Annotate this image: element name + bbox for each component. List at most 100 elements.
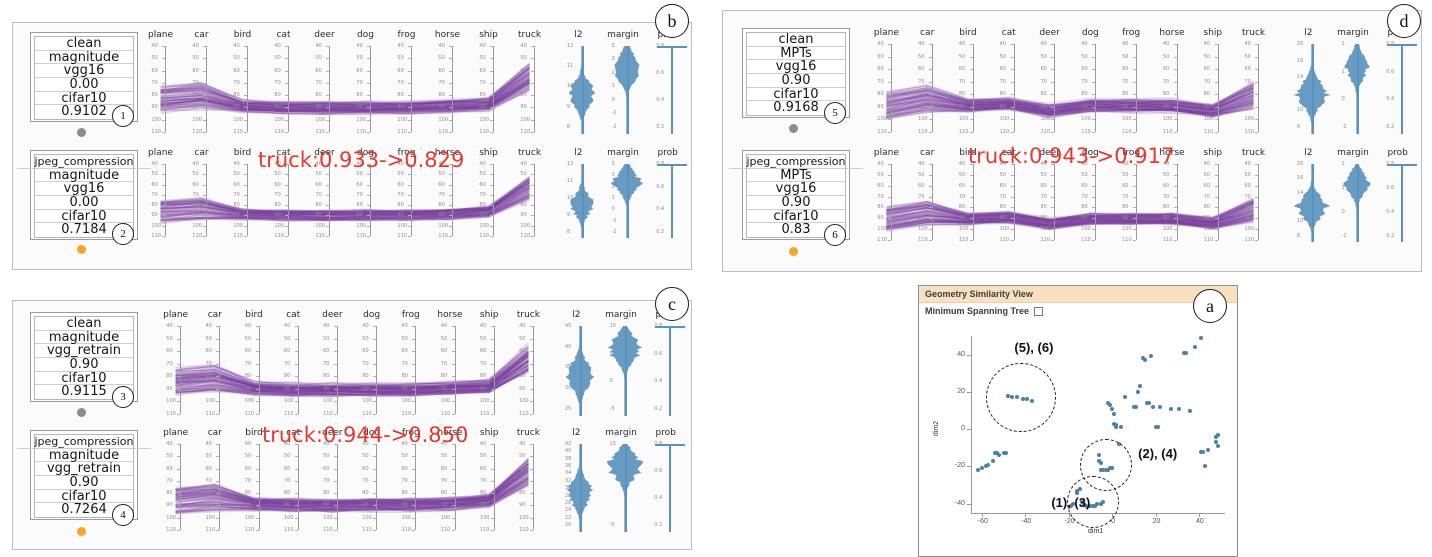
info-card[interactable]: jpeg_compression MPTs vgg16 0.90 cifar10 0.83 xyxy=(729,150,863,240)
stat-axis-margin[interactable]: margin 15 -5 xyxy=(599,428,644,538)
stat-axis-margin[interactable]: margin 2 1 0 -1 xyxy=(1331,28,1376,140)
scatter-point[interactable] xyxy=(986,462,991,467)
parallel-coordinates-plot[interactable]: plane 40 50 60 70 80 90 100 110 car 40 50 60 70 80 90 10… xyxy=(866,148,1274,248)
pcp-axis-ship[interactable]: ship 40 50 60 70 80 90 100 110 xyxy=(470,428,509,538)
pcp-axis-truck[interactable]: truck 40 50 60 70 80 90 100 110 xyxy=(1233,148,1274,248)
info-card[interactable]: clean magnitude vgg16 0.00 cifar10 0.9102 xyxy=(30,32,138,122)
pcp-axis-frog[interactable]: frog 40 50 60 70 80 90 100 110 xyxy=(1111,28,1152,140)
pcp-axis-dog[interactable]: dog 40 50 60 70 80 90 100 110 xyxy=(345,148,386,244)
minimum-spanning-tree-control[interactable]: Minimum Spanning Tree xyxy=(919,303,1237,318)
parallel-coordinates-plot[interactable]: plane 40 50 60 70 80 90 100 110 car 40 50 60 70 80 90 10… xyxy=(140,30,550,140)
stat-axis-l2[interactable]: l2 45 40 35 30 25 xyxy=(554,310,599,422)
stat-axis-margin[interactable]: margin 5 3 2 1 0 -1 -2 xyxy=(601,30,646,140)
scatter-point[interactable] xyxy=(1153,425,1158,430)
pcp-axis-truck[interactable]: truck 40 50 60 70 80 90 100 110 xyxy=(1233,28,1274,140)
pcp-axis-cat[interactable]: cat 40 50 60 70 80 90 100 110 xyxy=(988,28,1029,140)
scatter-point[interactable] xyxy=(1214,440,1219,445)
pcp-axis-plane[interactable]: plane 40 50 60 70 80 90 100 110 xyxy=(866,148,907,248)
pcp-axis-car[interactable]: car 40 50 60 70 80 90 100 110 xyxy=(907,28,948,140)
pcp-axis-deer[interactable]: deer 40 50 60 70 80 90 100 110 xyxy=(304,30,345,140)
pcp-axis-car[interactable]: car 40 50 60 70 80 90 100 110 xyxy=(907,148,948,248)
pcp-axis-car[interactable]: car 40 50 60 70 80 90 100 110 xyxy=(195,428,234,538)
pcp-axis-bird[interactable]: bird 40 50 60 70 80 90 100 110 xyxy=(234,428,273,538)
stat-axis-margin[interactable]: margin 10 5 0 -5 xyxy=(599,310,644,422)
stat-axis-l2[interactable]: l220161412108 xyxy=(1286,148,1331,248)
scatter-point[interactable] xyxy=(997,453,1002,458)
pcp-axis-truck[interactable]: truck 40 50 60 70 80 90 100 110 xyxy=(509,148,550,244)
scatter-point[interactable] xyxy=(1177,406,1182,411)
pcp-axis-ship[interactable]: ship 40 50 60 70 80 90 100 110 xyxy=(468,30,509,140)
scatter-point[interactable] xyxy=(1168,406,1173,411)
pcp-axis-horse[interactable]: horse 40 50 60 70 80 90 100 110 xyxy=(1152,28,1193,140)
parallel-coordinates-plot[interactable]: plane 40 50 60 70 80 90 100 110 car 40 50 60 70 80 90 10… xyxy=(866,28,1274,140)
pcp-axis-car[interactable]: car 40 50 60 70 80 90 100 110 xyxy=(181,30,222,140)
info-card[interactable]: clean magnitude vgg_retrain 0.90 cifar10 0.91… xyxy=(30,312,138,402)
pcp-axis-bird[interactable]: bird 40 50 60 70 80 90 100 110 xyxy=(948,28,989,140)
pcp-axis-frog[interactable]: frog 40 50 60 70 80 90 100 110 xyxy=(386,30,427,140)
stat-violin-group[interactable]: l212111098margin53210-1-2prob0.80.60.40.… xyxy=(556,30,690,140)
stat-axis-margin[interactable]: margin 5 3 2 1 0 -1 -2 xyxy=(601,148,646,244)
scatter-point[interactable] xyxy=(1118,425,1123,430)
pcp-axis-ship[interactable]: ship 40 50 60 70 80 90 100 110 xyxy=(1192,148,1233,248)
pcp-axis-dog[interactable]: dog 40 50 60 70 80 90 100 110 xyxy=(1070,28,1111,140)
scatter-point[interactable] xyxy=(1001,451,1006,456)
pcp-axis-car[interactable]: car 40 50 60 70 80 90 100 110 xyxy=(181,148,222,244)
scatter-point[interactable] xyxy=(1123,395,1128,400)
pcp-axis-plane[interactable]: plane 40 50 60 70 80 90 100 110 xyxy=(140,148,181,244)
scatter-point[interactable] xyxy=(1188,408,1193,413)
stat-axis-margin[interactable]: margin 2 1 0 -1 xyxy=(1331,148,1376,248)
pcp-axis-ship[interactable]: ship 40 50 60 70 80 90 100 110 xyxy=(468,148,509,244)
pcp-axis-truck[interactable]: truck 40 50 60 70 80 90 100 110 xyxy=(509,310,548,422)
stat-axis-l2[interactable]: l220161412108 xyxy=(1286,28,1331,140)
pcp-axis-plane[interactable]: plane 40 50 60 70 80 90 100 110 xyxy=(140,30,181,140)
scatter-point[interactable] xyxy=(1216,443,1221,448)
scatter-point[interactable] xyxy=(1149,354,1154,359)
pcp-axis-plane[interactable]: plane 40 50 60 70 80 90 100 110 xyxy=(866,28,907,140)
pcp-axis-deer[interactable]: deer 40 50 60 70 80 90 100 110 xyxy=(1029,28,1070,140)
scatter-point[interactable] xyxy=(979,466,984,471)
pcp-axis-horse[interactable]: horse 40 50 60 70 80 90 100 110 xyxy=(430,428,469,538)
scatter-point[interactable] xyxy=(1147,401,1152,406)
scatter-point[interactable] xyxy=(1214,434,1219,439)
scatter-point[interactable] xyxy=(984,464,989,469)
pcp-axis-car[interactable]: car 40 50 60 70 80 90 100 110 xyxy=(195,310,234,422)
pcp-axis-deer[interactable]: deer 40 50 60 70 80 90 100 110 xyxy=(313,428,352,538)
scatter-point[interactable] xyxy=(1183,350,1188,355)
pcp-axis-frog[interactable]: frog 40 50 60 70 80 90 100 110 xyxy=(391,428,430,538)
pcp-axis-frog[interactable]: frog 40 50 60 70 80 90 100 110 xyxy=(391,310,430,422)
scatter-point[interactable] xyxy=(1107,402,1112,407)
scatter-point[interactable] xyxy=(1199,335,1204,340)
pcp-axis-truck[interactable]: truck 40 50 60 70 80 90 100 110 xyxy=(509,428,548,538)
pcp-axis-bird[interactable]: bird 40 50 60 70 80 90 100 110 xyxy=(948,148,989,248)
pcp-axis-dog[interactable]: dog 40 50 60 70 80 90 100 110 xyxy=(352,428,391,538)
stat-axis-l2[interactable]: l2 42 40 38 36 34 32 30 28 26 24 22 20 xyxy=(554,428,599,538)
pcp-axis-cat[interactable]: cat 40 50 60 70 80 90 100 110 xyxy=(263,30,304,140)
scatter-point[interactable] xyxy=(1133,404,1138,409)
pcp-axis-bird[interactable]: bird 40 50 60 70 80 90 100 110 xyxy=(222,30,263,140)
pcp-axis-horse[interactable]: horse 40 50 60 70 80 90 100 110 xyxy=(427,30,468,140)
stat-violin-group[interactable]: l212111098margin53210-1-2prob0.80.60.40.… xyxy=(556,148,690,244)
pcp-axis-cat[interactable]: cat 40 50 60 70 80 90 100 110 xyxy=(988,148,1029,248)
scatter-point[interactable] xyxy=(1114,425,1119,430)
scatter-point[interactable] xyxy=(1157,404,1162,409)
scatter-point[interactable] xyxy=(1112,412,1117,417)
pcp-axis-bird[interactable]: bird 40 50 60 70 80 90 100 110 xyxy=(222,148,263,244)
minimum-spanning-tree-checkbox[interactable] xyxy=(1034,306,1044,316)
pcp-axis-plane[interactable]: plane 40 50 60 70 80 90 100 110 xyxy=(156,310,195,422)
scatter-point[interactable] xyxy=(1003,451,1008,456)
scatter-point[interactable] xyxy=(1105,401,1110,406)
pcp-axis-bird[interactable]: bird 40 50 60 70 80 90 100 110 xyxy=(234,310,273,422)
parallel-coordinates-plot[interactable]: plane 40 50 60 70 80 90 100 110 car 40 50 60 70 80 90 10… xyxy=(156,310,548,422)
pcp-axis-cat[interactable]: cat 40 50 60 70 80 90 100 110 xyxy=(274,428,313,538)
pcp-axis-cat[interactable]: cat 40 50 60 70 80 90 100 110 xyxy=(263,148,304,244)
pcp-axis-plane[interactable]: plane 40 50 60 70 80 90 100 110 xyxy=(156,428,195,538)
pcp-axis-cat[interactable]: cat 40 50 60 70 80 90 100 110 xyxy=(274,310,313,422)
scatter-point[interactable] xyxy=(1199,449,1204,454)
scatter-point[interactable] xyxy=(1131,404,1136,409)
